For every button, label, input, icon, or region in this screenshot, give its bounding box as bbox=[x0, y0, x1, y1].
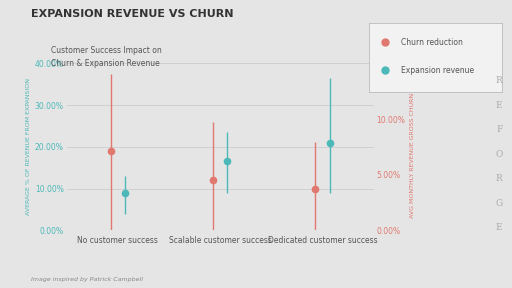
Text: R: R bbox=[496, 76, 503, 85]
Text: Customer Success Impact on
Churn & Expansion Revenue: Customer Success Impact on Churn & Expan… bbox=[51, 46, 162, 68]
Text: E: E bbox=[496, 223, 502, 232]
Text: F: F bbox=[496, 125, 502, 134]
Text: EXPANSION REVENUE VS CHURN: EXPANSION REVENUE VS CHURN bbox=[31, 9, 233, 19]
Text: Image inspired by Patrick Campbell: Image inspired by Patrick Campbell bbox=[31, 277, 143, 282]
Text: G: G bbox=[496, 198, 503, 208]
Text: Expansion revenue: Expansion revenue bbox=[400, 66, 474, 75]
Text: O: O bbox=[496, 149, 503, 159]
Text: R: R bbox=[496, 174, 503, 183]
Text: Churn reduction: Churn reduction bbox=[400, 38, 462, 47]
Y-axis label: AVG MONTHLY REVENUE GROSS CHURN RATE: AVG MONTHLY REVENUE GROSS CHURN RATE bbox=[410, 75, 415, 218]
Text: E: E bbox=[496, 101, 502, 110]
Y-axis label: AVERAGE % OF REVENUE FROM EXPANSION: AVERAGE % OF REVENUE FROM EXPANSION bbox=[26, 78, 31, 215]
